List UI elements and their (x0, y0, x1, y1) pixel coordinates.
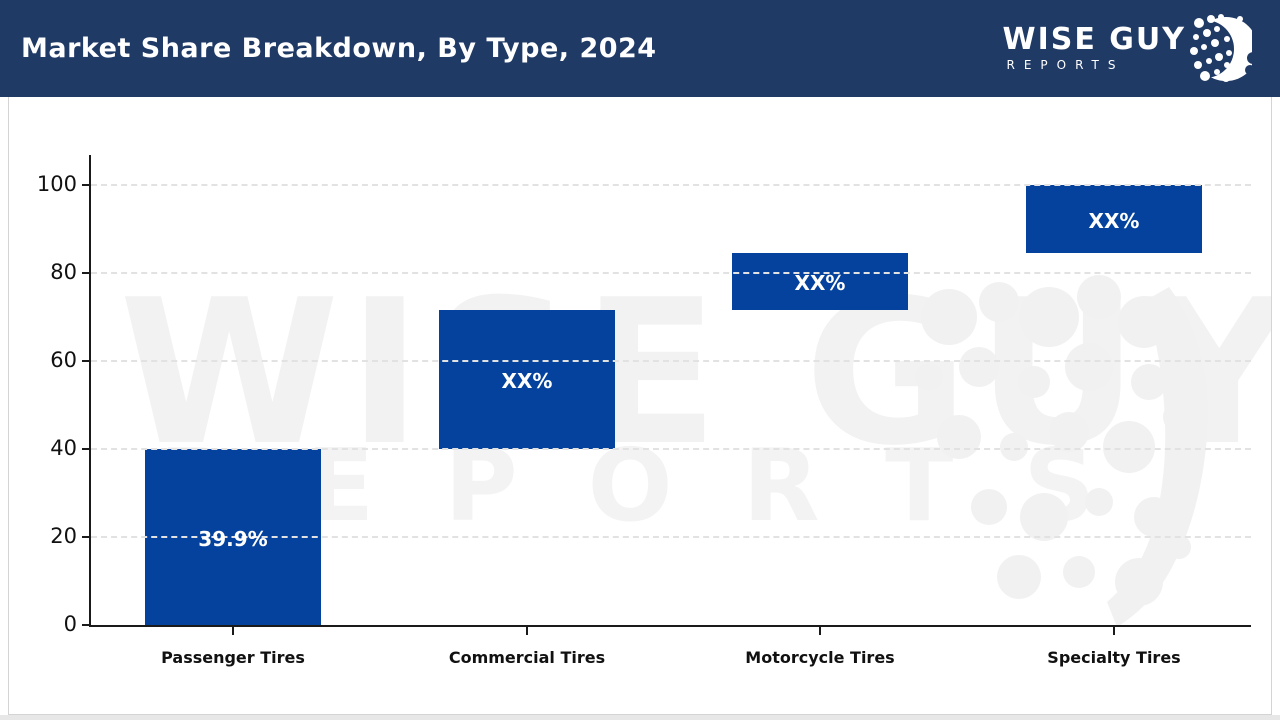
bar-value-label: XX% (794, 271, 846, 296)
wiseguy-logo: WISE GUY REPORTS (1002, 12, 1252, 86)
y-tick-mark (82, 448, 89, 450)
logo-text: WISE GUY REPORTS (1002, 22, 1186, 73)
y-tick-label: 0 (63, 612, 77, 636)
y-tick-label: 80 (50, 260, 77, 284)
logo-wordmark: WISE GUY (1002, 22, 1186, 57)
x-tick-label-specialty-tires: Specialty Tires (1047, 648, 1181, 667)
x-tick-label-commercial-tires: Commercial Tires (448, 648, 606, 667)
wiseguy-face-icon (1190, 13, 1252, 82)
y-tick-mark (82, 272, 89, 274)
y-tick-mark (82, 536, 89, 538)
gridline-60 (91, 360, 1251, 362)
header-bar: Market Share Breakdown, By Type, 2024 WI… (0, 0, 1280, 97)
gridline-80 (91, 272, 1251, 274)
y-tick-label: 40 (50, 436, 77, 460)
bar-value-label: 39.9% (198, 527, 268, 552)
bar-motorcycle-tires (732, 252, 908, 310)
x-tick-mark (232, 627, 234, 635)
y-tick-label: 100 (36, 172, 77, 196)
gridline-20 (91, 536, 1251, 538)
logo-subtitle: REPORTS (1006, 58, 1125, 72)
y-tick-mark (82, 360, 89, 362)
x-tick-mark (526, 627, 528, 635)
x-tick-mark (1113, 627, 1115, 635)
chart-card: WISE GUY REPORTS 0 20 40 60 80 100 39.9% XX% XX%… (8, 97, 1272, 715)
x-tick-mark (819, 627, 821, 635)
y-tick-mark (82, 184, 89, 186)
plot-area: 0 20 40 60 80 100 39.9% XX% XX% XX% Passenger Tire… (37, 155, 1251, 667)
y-tick-label: 20 (50, 524, 77, 548)
bar-value-label: XX% (501, 369, 553, 394)
page-title: Market Share Breakdown, By Type, 2024 (21, 33, 657, 64)
y-tick-label: 60 (50, 348, 77, 372)
bar-specialty-tires (1026, 185, 1202, 253)
y-tick-mark (82, 624, 89, 626)
bar-value-label: XX% (1088, 208, 1140, 233)
gridline-40 (91, 448, 1251, 450)
gridline-100 (91, 184, 1251, 186)
bar-commercial-tires (439, 309, 615, 450)
x-tick-label-passenger-tires: Passenger Tires (161, 648, 305, 667)
bottom-strip (0, 715, 1280, 720)
x-tick-label-motorcycle-tires: Motorcycle Tires (745, 648, 895, 667)
